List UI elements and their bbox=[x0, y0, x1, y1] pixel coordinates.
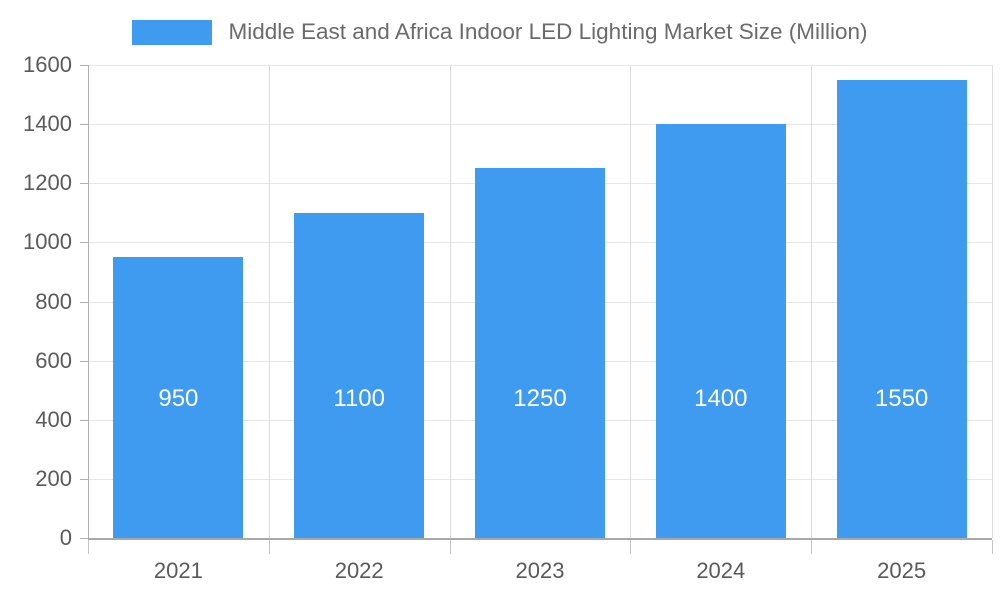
y-axis-tick-mark bbox=[80, 538, 88, 539]
x-axis-tick-mark bbox=[88, 540, 89, 554]
x-axis-tick-label: 2021 bbox=[153, 558, 203, 583]
x-axis-tick-label: 2025 bbox=[877, 558, 927, 583]
bar[interactable] bbox=[655, 124, 786, 538]
y-axis-tick-label: 200 bbox=[35, 465, 72, 491]
y-axis-tick-mark bbox=[80, 419, 88, 421]
gridline-vertical bbox=[811, 65, 812, 538]
y-axis-tick-label: 1200 bbox=[23, 170, 72, 196]
x-axis-tick-label: 2022 bbox=[334, 558, 384, 583]
gridline-vertical bbox=[450, 65, 451, 538]
y-axis-tick-mark bbox=[80, 360, 88, 362]
gridline-vertical bbox=[269, 65, 270, 538]
gridline-vertical bbox=[992, 65, 993, 538]
x-axis-tick-label: 2023 bbox=[515, 558, 565, 583]
y-axis-tick-label: 0 bbox=[59, 525, 72, 550]
y-axis-tick-label: 400 bbox=[35, 406, 72, 432]
y-axis-tick-mark bbox=[80, 301, 88, 303]
gridline-horizontal bbox=[88, 124, 992, 126]
y-axis-tick-mark bbox=[80, 242, 88, 244]
bar-value-label: 1550 bbox=[874, 385, 929, 412]
bar[interactable] bbox=[113, 257, 244, 538]
bar-value-label: 1100 bbox=[333, 385, 385, 412]
x-axis-tick-label: 2024 bbox=[696, 558, 746, 583]
y-axis-line bbox=[88, 65, 89, 538]
bar-value-label: 1400 bbox=[694, 385, 748, 412]
x-axis-line bbox=[88, 538, 992, 540]
bar[interactable] bbox=[836, 79, 967, 538]
y-axis-tick-mark bbox=[80, 124, 88, 126]
x-axis-tick-mark bbox=[811, 540, 812, 554]
y-axis-tick-mark bbox=[80, 183, 88, 185]
x-axis-tick-mark bbox=[630, 540, 631, 554]
legend-item-market-size[interactable]: Middle East and Africa Indoor LED Lighti… bbox=[132, 18, 868, 45]
x-axis-tick-mark bbox=[992, 540, 993, 554]
chart-legend: Middle East and Africa Indoor LED Lighti… bbox=[0, 14, 1000, 50]
bar-value-label: 1250 bbox=[513, 385, 567, 412]
y-axis-tick-label: 1600 bbox=[23, 52, 72, 77]
bar-value-label: 950 bbox=[158, 385, 199, 412]
gridline-horizontal bbox=[88, 65, 992, 66]
plot-area: 950 1100 1250 1400 1550 bbox=[88, 65, 993, 539]
x-axis-tick-mark bbox=[450, 540, 451, 554]
y-axis-tick-mark bbox=[80, 65, 88, 66]
y-axis-tick-label: 1400 bbox=[23, 111, 72, 137]
legend-label: Middle East and Africa Indoor LED Lighti… bbox=[228, 18, 868, 44]
gridline-vertical bbox=[630, 65, 631, 538]
legend-color-swatch-icon bbox=[132, 19, 213, 45]
y-axis-tick-label: 600 bbox=[35, 347, 72, 373]
y-axis-tick-label: 1000 bbox=[23, 229, 72, 255]
x-axis-tick-mark bbox=[269, 540, 270, 554]
bar[interactable] bbox=[294, 212, 425, 538]
bar[interactable] bbox=[475, 168, 605, 538]
y-axis-tick-label: 800 bbox=[35, 288, 72, 314]
y-axis-tick-mark bbox=[80, 478, 88, 480]
